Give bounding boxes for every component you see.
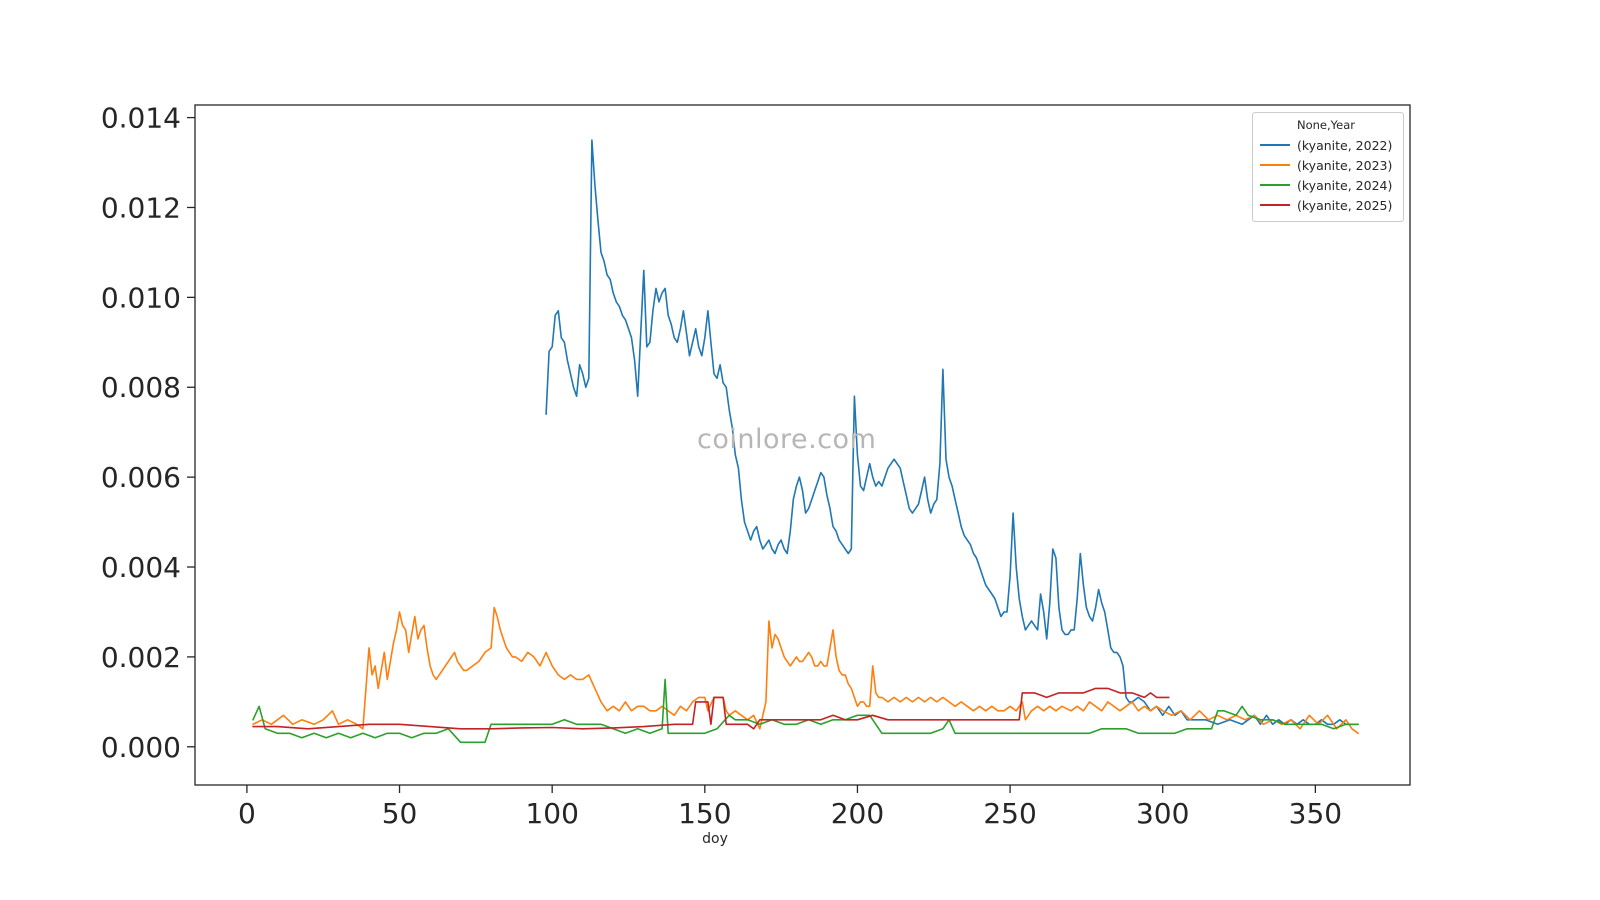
x-tick-label: 200 <box>831 797 884 830</box>
legend-label: (kyanite, 2024) <box>1297 177 1393 193</box>
legend-item: (kyanite, 2024) <box>1260 175 1396 195</box>
y-tick-label: 0.004 <box>101 551 181 584</box>
legend-label: (kyanite, 2023) <box>1297 157 1393 173</box>
x-tick-label: 50 <box>382 797 418 830</box>
y-tick-label: 0.010 <box>101 281 181 314</box>
x-tick-label: 0 <box>238 797 256 830</box>
legend-items: (kyanite, 2022) (kyanite, 2023) (kyanite, … <box>1260 135 1396 215</box>
series-kyanite-2023 <box>252 606 1359 735</box>
x-axis-ticks: 0 50 100 150 200 250 300 350 <box>238 785 1342 830</box>
y-axis-ticks: 0.000 0.002 0.004 0.006 0.008 0.010 0.012 0.014 <box>101 102 195 764</box>
y-tick-label: 0.012 <box>101 191 181 224</box>
y-tick-label: 0.006 <box>101 461 181 494</box>
legend-line-swatch <box>1260 164 1290 166</box>
y-tick-label: 0.002 <box>101 641 181 674</box>
y-tick-label: 0.014 <box>101 102 181 135</box>
x-axis-label: doy <box>702 831 728 847</box>
x-tick-label: 300 <box>1136 797 1189 830</box>
x-tick-label: 350 <box>1289 797 1342 830</box>
x-tick-label: 250 <box>983 797 1036 830</box>
legend-label: (kyanite, 2025) <box>1297 197 1393 213</box>
legend-line-swatch <box>1260 204 1290 206</box>
axes <box>194 104 1411 786</box>
legend: None,Year (kyanite, 2022) (kyanite, 2023)… <box>1252 112 1404 222</box>
legend-line-swatch <box>1260 184 1290 186</box>
series-kyanite-2022 <box>545 139 1359 726</box>
legend-label: (kyanite, 2022) <box>1297 137 1393 153</box>
legend-line-swatch <box>1260 144 1290 146</box>
legend-item: (kyanite, 2022) <box>1260 135 1396 155</box>
legend-item: (kyanite, 2023) <box>1260 155 1396 175</box>
x-tick-label: 100 <box>525 797 578 830</box>
series-kyanite-2025 <box>252 687 1170 730</box>
legend-item: (kyanite, 2025) <box>1260 195 1396 215</box>
y-tick-label: 0.000 <box>101 731 181 764</box>
x-tick-label: 150 <box>678 797 731 830</box>
series-kyanite-2024 <box>252 678 1359 744</box>
watermark: coinlore.com <box>697 424 877 455</box>
y-tick-label: 0.008 <box>101 371 181 404</box>
legend-title: None,Year <box>1297 118 1356 132</box>
